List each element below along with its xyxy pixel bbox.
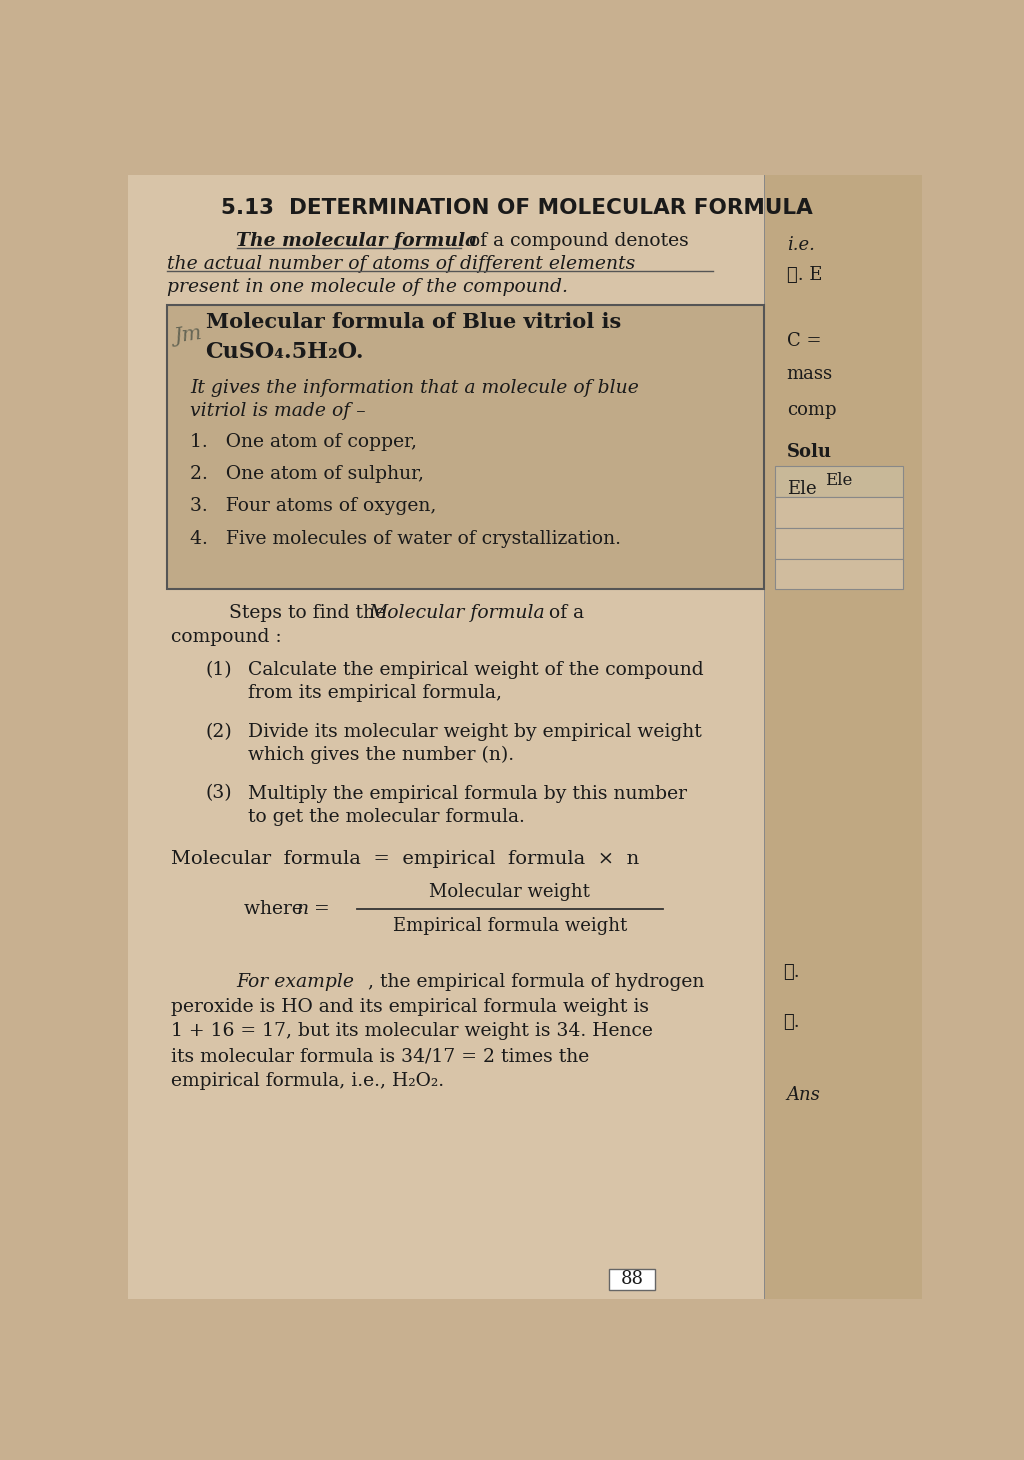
- Text: the actual number of atoms of different elements: the actual number of atoms of different …: [167, 254, 635, 273]
- Text: Ele: Ele: [825, 472, 853, 489]
- Text: (3): (3): [206, 784, 232, 803]
- Text: of a: of a: [543, 603, 584, 622]
- Text: , the empirical formula of hydrogen: , the empirical formula of hydrogen: [369, 974, 705, 991]
- Text: empirical formula, i.e., H₂O₂.: empirical formula, i.e., H₂O₂.: [171, 1072, 443, 1089]
- Text: from its empirical formula,: from its empirical formula,: [248, 685, 502, 702]
- Text: Empirical formula weight: Empirical formula weight: [392, 917, 627, 934]
- Bar: [128, 175, 764, 1299]
- Bar: [167, 305, 764, 590]
- Text: i.e.: i.e.: [786, 235, 815, 254]
- Bar: [775, 466, 903, 496]
- Text: =: =: [308, 899, 330, 918]
- Text: Ele: Ele: [786, 480, 816, 498]
- Text: ∴.: ∴.: [783, 964, 800, 981]
- Text: ∴.: ∴.: [783, 1013, 800, 1031]
- Bar: [775, 529, 903, 559]
- Text: 1.   One atom of copper,: 1. One atom of copper,: [190, 432, 417, 451]
- Text: Steps to find the: Steps to find the: [228, 603, 392, 622]
- Bar: [775, 559, 903, 590]
- Bar: [608, 1269, 655, 1291]
- Text: 3.   Four atoms of oxygen,: 3. Four atoms of oxygen,: [190, 498, 436, 515]
- Text: where: where: [245, 899, 309, 918]
- Text: CuSO₄.5H₂O.: CuSO₄.5H₂O.: [206, 342, 364, 364]
- Text: Calculate the empirical weight of the compound: Calculate the empirical weight of the co…: [248, 661, 703, 679]
- Bar: [764, 175, 922, 1299]
- Text: Divide its molecular weight by empirical weight: Divide its molecular weight by empirical…: [248, 723, 701, 740]
- Text: For example: For example: [237, 974, 354, 991]
- Text: Solu: Solu: [786, 444, 831, 461]
- Text: Multiply the empirical formula by this number: Multiply the empirical formula by this n…: [248, 784, 687, 803]
- Text: 1 + 16 = 17, but its molecular weight is 34. Hence: 1 + 16 = 17, but its molecular weight is…: [171, 1022, 652, 1041]
- Text: mass: mass: [786, 365, 833, 383]
- Text: Molecular formula of Blue vitriol is: Molecular formula of Blue vitriol is: [206, 311, 621, 331]
- Text: vitriol is made of –: vitriol is made of –: [190, 402, 366, 420]
- Text: n: n: [297, 899, 309, 918]
- Text: present in one molecule of the compound.: present in one molecule of the compound.: [167, 277, 567, 296]
- Text: comp: comp: [786, 402, 837, 419]
- Text: to get the molecular formula.: to get the molecular formula.: [248, 807, 525, 825]
- Text: Molecular formula: Molecular formula: [369, 603, 545, 622]
- Text: (2): (2): [206, 723, 232, 740]
- Text: of a compound denotes: of a compound denotes: [463, 232, 688, 250]
- Text: 4.   Five molecules of water of crystallization.: 4. Five molecules of water of crystalliz…: [190, 530, 621, 548]
- Text: its molecular formula is 34/17 = 2 times the: its molecular formula is 34/17 = 2 times…: [171, 1047, 589, 1066]
- Text: Jm: Jm: [173, 324, 204, 346]
- Bar: [775, 496, 903, 529]
- Text: 88: 88: [621, 1270, 643, 1288]
- Text: Molecular  formula  =  empirical  formula  ×  n: Molecular formula = empirical formula × …: [171, 850, 639, 867]
- Text: compound :: compound :: [171, 628, 282, 647]
- Text: ∴. E: ∴. E: [786, 266, 822, 285]
- Text: C =: C =: [786, 331, 821, 350]
- Text: 5.13  DETERMINATION OF MOLECULAR FORMULA: 5.13 DETERMINATION OF MOLECULAR FORMULA: [221, 197, 813, 218]
- Text: which gives the number (n).: which gives the number (n).: [248, 746, 514, 764]
- Text: Molecular weight: Molecular weight: [429, 883, 590, 901]
- Text: It gives the information that a molecule of blue: It gives the information that a molecule…: [190, 378, 639, 397]
- Text: (1): (1): [206, 661, 232, 679]
- Text: The molecular formula: The molecular formula: [237, 232, 478, 250]
- Text: Ans: Ans: [786, 1086, 820, 1104]
- Text: 2.   One atom of sulphur,: 2. One atom of sulphur,: [190, 464, 424, 483]
- Text: peroxide is HO and its empirical formula weight is: peroxide is HO and its empirical formula…: [171, 997, 648, 1016]
